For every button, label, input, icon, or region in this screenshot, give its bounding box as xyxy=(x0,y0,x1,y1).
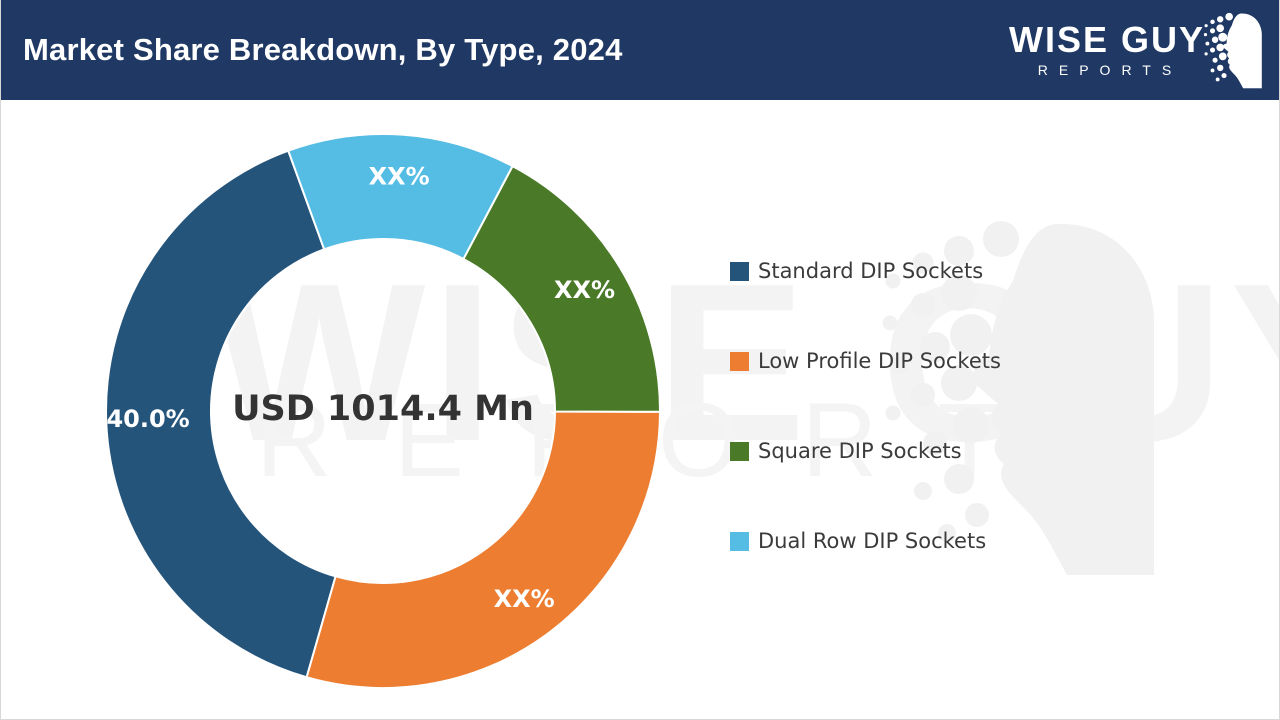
logo-wordmark-line2: REPORTS xyxy=(1037,62,1183,78)
legend-swatch-dual-row xyxy=(730,531,749,551)
donut-slice-1 xyxy=(305,410,662,689)
legend-swatch-standard xyxy=(730,261,749,281)
legend-swatch-low-profile xyxy=(730,351,749,371)
legend-label: Standard DIP Sockets xyxy=(758,259,984,283)
header-bar: Market Share Breakdown, By Type, 2024 WI… xyxy=(1,0,1279,100)
slice-label-1: XX% xyxy=(494,585,555,613)
donut-slice-0 xyxy=(105,149,337,679)
slice-label-2: XX% xyxy=(554,276,615,304)
donut-slice-3 xyxy=(286,133,514,261)
legend-label: Dual Row DIP Sockets xyxy=(758,529,987,553)
logo-wordmark: WISE GUY REPORTS xyxy=(1008,19,1205,79)
logo-wordmark-line1: WISE GUY xyxy=(1008,19,1205,60)
wise-guy-reports-logo: WISE GUY REPORTS xyxy=(1009,10,1265,90)
slice-label-0: 40.0% xyxy=(106,405,189,433)
legend-item-square-dip-sockets: Square DIP Sockets xyxy=(730,406,1001,496)
legend-label: Low Profile DIP Sockets xyxy=(758,349,1001,373)
legend-label: Square DIP Sockets xyxy=(758,439,962,463)
chart-legend: Standard DIP Sockets Low Profile DIP Soc… xyxy=(730,226,1001,586)
legend-item-standard-dip-sockets: Standard DIP Sockets xyxy=(730,226,1001,316)
chart-center-value: USD 1014.4 Mn xyxy=(232,389,534,429)
legend-item-dual-row-dip-sockets: Dual Row DIP Sockets xyxy=(730,496,1001,586)
legend-swatch-square xyxy=(730,441,749,461)
page-title: Market Share Breakdown, By Type, 2024 xyxy=(23,32,623,67)
slice-label-3: XX% xyxy=(369,163,430,191)
logo-face-icon xyxy=(1201,10,1265,90)
legend-item-low-profile-dip-sockets: Low Profile DIP Sockets xyxy=(730,316,1001,406)
